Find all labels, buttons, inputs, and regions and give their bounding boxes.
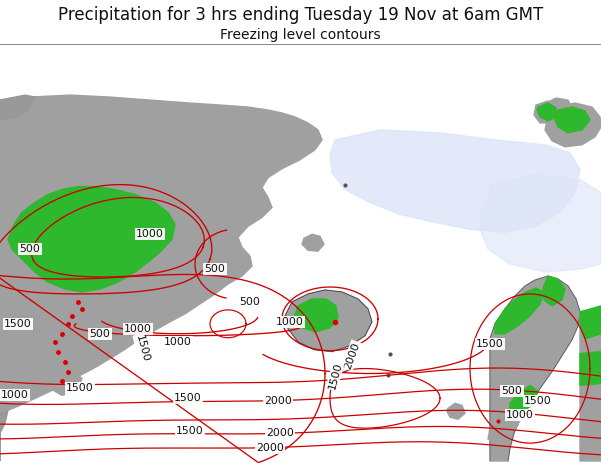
Text: 1000: 1000	[506, 410, 534, 420]
Text: 500: 500	[502, 387, 522, 396]
Text: 1500: 1500	[524, 396, 552, 407]
Polygon shape	[510, 385, 538, 413]
Polygon shape	[302, 234, 324, 251]
Polygon shape	[50, 371, 82, 395]
Polygon shape	[294, 299, 338, 332]
Text: Freezing level contours: Freezing level contours	[220, 28, 381, 43]
Text: 500: 500	[204, 264, 225, 274]
Text: 1500: 1500	[326, 361, 343, 390]
Circle shape	[7, 334, 17, 344]
Text: 1000: 1000	[164, 337, 192, 347]
Polygon shape	[580, 351, 601, 385]
Polygon shape	[330, 130, 580, 232]
Polygon shape	[8, 187, 175, 292]
Polygon shape	[285, 290, 372, 351]
Text: 2000: 2000	[266, 428, 294, 438]
Polygon shape	[490, 276, 580, 461]
Polygon shape	[545, 98, 572, 117]
Polygon shape	[543, 276, 565, 306]
Polygon shape	[40, 299, 82, 336]
Polygon shape	[480, 175, 601, 272]
Polygon shape	[488, 401, 522, 443]
Text: 1000: 1000	[276, 317, 304, 327]
Polygon shape	[537, 103, 556, 121]
Text: 1500: 1500	[174, 394, 202, 403]
Text: 500: 500	[20, 244, 40, 254]
Circle shape	[13, 347, 23, 357]
Text: 500: 500	[240, 297, 260, 307]
Polygon shape	[0, 219, 22, 284]
Text: 1500: 1500	[133, 334, 150, 363]
Polygon shape	[504, 391, 530, 415]
Text: 2000: 2000	[264, 396, 292, 407]
Polygon shape	[545, 103, 601, 147]
Text: 1000: 1000	[136, 229, 164, 239]
Text: 1000: 1000	[124, 324, 152, 334]
Polygon shape	[0, 95, 322, 413]
Polygon shape	[26, 336, 66, 369]
Circle shape	[1, 325, 9, 333]
Text: 500: 500	[90, 329, 111, 339]
Polygon shape	[534, 101, 560, 123]
Text: 1500: 1500	[176, 426, 204, 436]
Circle shape	[24, 315, 32, 323]
Polygon shape	[495, 288, 544, 334]
Polygon shape	[580, 309, 601, 461]
Text: 2000: 2000	[256, 443, 284, 453]
Polygon shape	[580, 306, 601, 339]
Text: 1500: 1500	[4, 319, 32, 329]
Polygon shape	[0, 95, 35, 120]
Circle shape	[5, 309, 15, 319]
Polygon shape	[447, 403, 465, 419]
Polygon shape	[554, 107, 590, 133]
Text: Precipitation for 3 hrs ending Tuesday 19 Nov at 6am GMT: Precipitation for 3 hrs ending Tuesday 1…	[58, 6, 543, 24]
Text: 1000: 1000	[1, 390, 29, 400]
Text: 1500: 1500	[66, 383, 94, 394]
Text: 2000: 2000	[343, 341, 361, 370]
Polygon shape	[0, 410, 8, 461]
Text: 1500: 1500	[476, 338, 504, 349]
